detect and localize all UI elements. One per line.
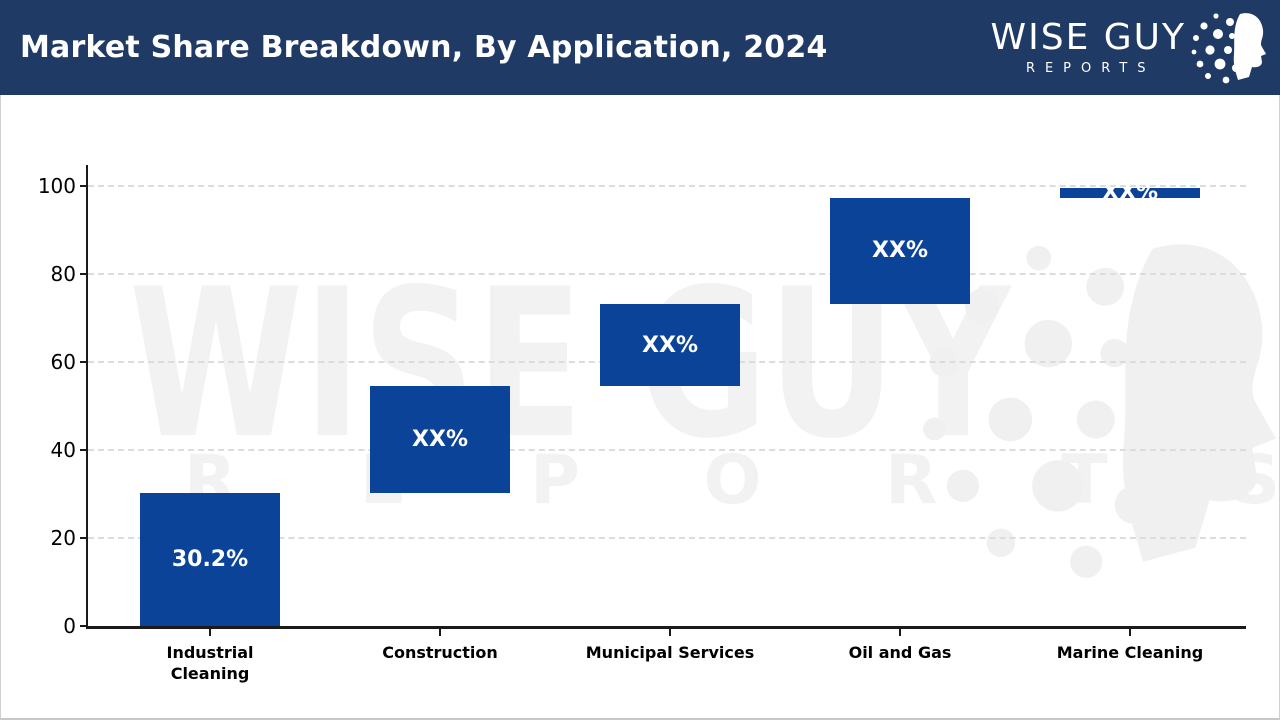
chart-title: Market Share Breakdown, By Application, … bbox=[20, 30, 828, 65]
logo-face-icon bbox=[1191, 12, 1266, 83]
logo-wordmark: WISE GUY bbox=[990, 16, 1186, 58]
watermark-subtext: R E P O R T S bbox=[184, 441, 1280, 520]
logo-subtext: REPORTS bbox=[1025, 60, 1156, 76]
chart-canvas: WISE GUY R E P O R T S bbox=[0, 95, 1280, 720]
watermark-wordmark: WISE GUY bbox=[129, 246, 1011, 484]
wiseguy-logo: WISE GUY REPORTS bbox=[990, 6, 1266, 90]
header: Market Share Breakdown, By Application, … bbox=[0, 0, 1280, 95]
watermark-face-icon bbox=[923, 244, 1276, 578]
